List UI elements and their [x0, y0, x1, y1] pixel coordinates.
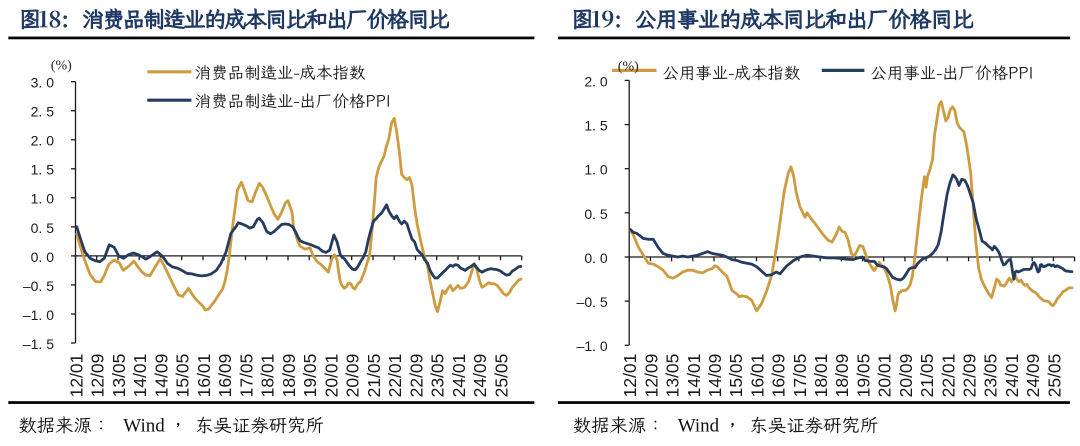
svg-text:25/05: 25/05	[1044, 354, 1064, 398]
svg-text:21/05: 21/05	[917, 354, 937, 398]
svg-text:18/01: 18/01	[258, 354, 278, 398]
svg-text:23/05: 23/05	[981, 354, 1001, 398]
svg-text:22/09: 22/09	[960, 354, 980, 398]
svg-text:3. 0: 3. 0	[31, 75, 55, 91]
svg-text:24/01: 24/01	[1002, 354, 1022, 398]
svg-text:20/01: 20/01	[875, 354, 895, 398]
svg-text:17/05: 17/05	[790, 354, 810, 398]
svg-text:–0. 5: –0. 5	[577, 294, 608, 310]
svg-text:14/09: 14/09	[705, 354, 725, 398]
svg-text:–1. 0: –1. 0	[23, 307, 54, 323]
svg-text:Wind: Wind	[123, 416, 165, 437]
svg-text:–0. 5: –0. 5	[23, 278, 54, 294]
svg-text:0. 0: 0. 0	[31, 249, 55, 265]
svg-text:15/05: 15/05	[726, 354, 746, 398]
svg-text:(%): (%)	[618, 60, 639, 75]
svg-text:21/05: 21/05	[364, 354, 384, 398]
svg-text:1. 0: 1. 0	[31, 191, 55, 207]
svg-text:19/05: 19/05	[300, 354, 320, 398]
svg-text:13/05: 13/05	[109, 354, 129, 398]
svg-text:–1. 0: –1. 0	[577, 338, 608, 354]
svg-text:12/01: 12/01	[66, 354, 86, 398]
svg-text:23/05: 23/05	[428, 354, 448, 398]
svg-text:16/09: 16/09	[215, 354, 235, 398]
svg-text:2. 0: 2. 0	[31, 133, 55, 149]
svg-text:16/01: 16/01	[747, 354, 767, 398]
svg-text:25/05: 25/05	[491, 354, 511, 398]
svg-text:14/01: 14/01	[130, 354, 150, 398]
svg-text:1. 5: 1. 5	[31, 162, 55, 178]
svg-text:20/09: 20/09	[896, 354, 916, 398]
svg-text:20/09: 20/09	[343, 354, 363, 398]
svg-text:24/09: 24/09	[470, 354, 490, 398]
svg-text:22/09: 22/09	[406, 354, 426, 398]
svg-text:2. 0: 2. 0	[584, 73, 608, 89]
svg-text:18/09: 18/09	[279, 354, 299, 398]
svg-text:18/01: 18/01	[811, 354, 831, 398]
svg-text:16/01: 16/01	[194, 354, 214, 398]
svg-text:1. 5: 1. 5	[584, 118, 608, 134]
svg-text:0. 0: 0. 0	[584, 250, 608, 266]
svg-text:24/09: 24/09	[1023, 354, 1043, 398]
svg-text:0. 5: 0. 5	[31, 220, 55, 236]
svg-text:1. 0: 1. 0	[584, 162, 608, 178]
svg-text:22/01: 22/01	[938, 354, 958, 398]
svg-text:19/05: 19/05	[854, 354, 874, 398]
svg-text:15/05: 15/05	[173, 354, 193, 398]
svg-text:2. 5: 2. 5	[31, 104, 55, 120]
svg-text:(%): (%)	[51, 59, 72, 74]
svg-text:14/09: 14/09	[151, 354, 171, 398]
svg-text:20/01: 20/01	[321, 354, 341, 398]
svg-text:12/09: 12/09	[641, 354, 661, 398]
svg-text:12/09: 12/09	[88, 354, 108, 398]
svg-text:17/05: 17/05	[236, 354, 256, 398]
svg-text:24/01: 24/01	[449, 354, 469, 398]
svg-text:–1. 5: –1. 5	[23, 336, 54, 352]
svg-text:14/01: 14/01	[684, 354, 704, 398]
svg-text:0. 5: 0. 5	[584, 206, 608, 222]
svg-text:22/01: 22/01	[385, 354, 405, 398]
svg-text:16/09: 16/09	[769, 354, 789, 398]
svg-text:13/05: 13/05	[663, 354, 683, 398]
svg-text:12/01: 12/01	[620, 354, 640, 398]
svg-text:Wind: Wind	[678, 416, 720, 437]
svg-text:18/09: 18/09	[832, 354, 852, 398]
